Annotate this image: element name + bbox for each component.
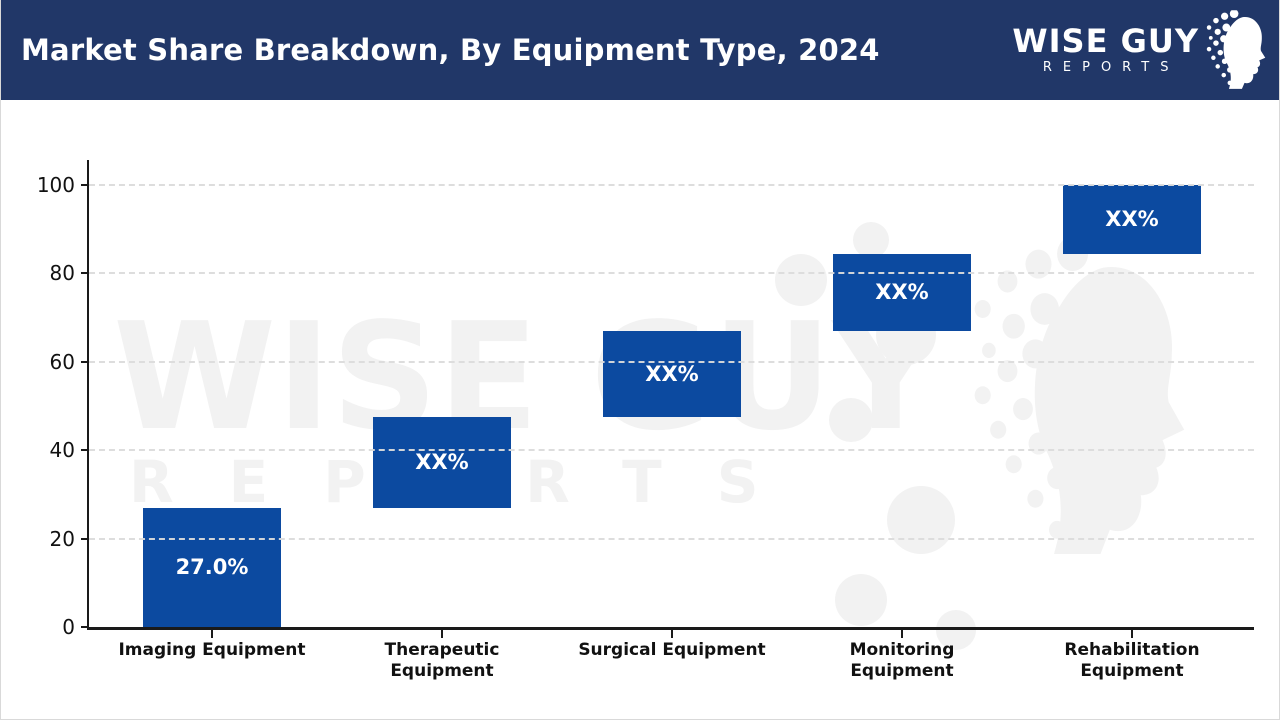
brand-name: WISE GUY [1012,22,1199,60]
y-tick-100 [81,184,89,186]
x-tick-5 [1131,630,1133,638]
header-bar: Market Share Breakdown, By Equipment Typ… [1,0,1279,100]
bar-segment-1 [143,507,281,627]
brand-logo: WISE GUY REPORTS [1012,9,1267,91]
gridline-100 [89,184,1254,186]
x-tick-4 [901,630,903,638]
brand-subtitle: REPORTS [1042,60,1180,75]
x-tick-1 [211,630,213,638]
chart-area: WISE GUY REPORTS 02040608010027.0%XX%XX%… [1,100,1279,719]
bar-value-label-4: XX% [875,280,929,305]
y-tick-20 [81,537,89,540]
y-tick-label-60: 60 [49,349,75,374]
gridline-80 [89,272,1254,275]
brand-logo-text: WISE GUY REPORTS [1012,24,1199,76]
bar-segment-3 [603,330,741,418]
y-tick-80 [81,272,89,275]
x-axis-line [87,627,1254,630]
bar-segment-2 [373,417,511,508]
x-category-label-5: Rehabilitation Equipment [1064,640,1200,681]
x-tick-3 [671,630,673,638]
x-category-label-4: Monitoring Equipment [849,640,955,681]
y-tick-40 [81,449,89,452]
x-category-label-1: Imaging Equipment [118,640,306,660]
bar-value-label-5: XX% [1105,207,1159,232]
gridline-60 [89,360,1254,363]
y-axis-line [87,160,89,630]
x-tick-2 [441,630,443,638]
y-tick-0 [81,626,89,628]
y-tick-label-20: 20 [49,526,75,551]
x-category-label-2: Therapeutic Equipment [384,640,500,681]
x-category-label-3: Surgical Equipment [578,640,766,660]
y-tick-60 [81,360,89,363]
brand-face-icon [1203,9,1267,91]
bar-value-label-1: 27.0% [175,555,249,580]
page-title: Market Share Breakdown, By Equipment Typ… [21,33,880,67]
watermark-text-wiseguy: WISE GUY [113,291,941,463]
y-tick-label-80: 80 [49,261,75,286]
bar-value-label-3: XX% [645,361,699,386]
y-tick-label-40: 40 [49,438,75,463]
y-tick-label-100: 100 [36,173,75,197]
gridline-40 [89,449,1254,452]
y-tick-label-0: 0 [62,615,75,639]
bar-value-label-2: XX% [415,450,469,475]
gridline-20 [89,537,1254,540]
